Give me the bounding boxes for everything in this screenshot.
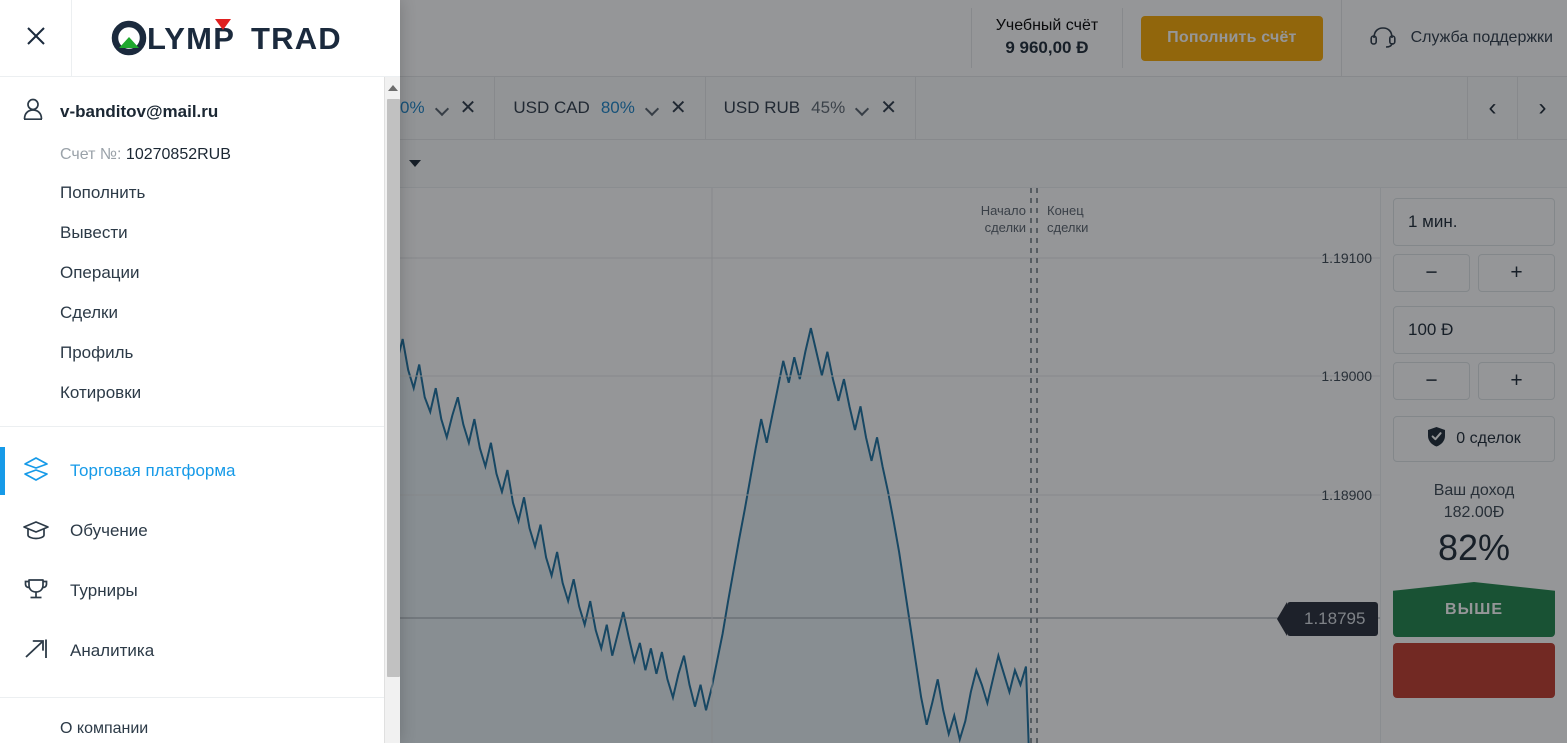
open-deals-box[interactable]: 0 сделок xyxy=(1393,416,1555,462)
income-label: Ваш доход xyxy=(1433,482,1515,499)
price-tick: 1.18900 xyxy=(1321,487,1372,503)
open-deals-count: 0 сделок xyxy=(1456,430,1521,447)
sidebar-item-label: Аналитика xyxy=(70,641,155,660)
sidebar-item-analytics[interactable]: Аналитика xyxy=(0,621,400,681)
tab-scroll-arrows: ‹ › xyxy=(1467,76,1567,140)
call-higher-button[interactable]: ВЫШЕ xyxy=(1393,582,1555,637)
close-icon[interactable]: ✕ xyxy=(669,97,687,119)
asset-tab-name: USD CAD xyxy=(513,98,590,117)
asset-tab-name: USD RUB xyxy=(723,98,801,117)
analytics-arrow-icon xyxy=(22,635,50,668)
account-email: v-banditov@mail.ru xyxy=(60,101,219,121)
support-label: Служба поддержки xyxy=(1410,29,1553,46)
sidebar-item-label: Обучение xyxy=(70,521,148,540)
account-number-label: Счет №: xyxy=(60,146,122,163)
footer-link-about[interactable]: О компании xyxy=(60,720,149,737)
price-tick: 1.19100 xyxy=(1321,250,1372,266)
svg-text:LYMP: LYMP xyxy=(147,21,235,56)
platform-icon xyxy=(22,455,50,488)
current-price-tag: 1.18795 xyxy=(1276,602,1379,636)
tabs-prev-button[interactable]: ‹ xyxy=(1467,76,1517,140)
duration-field[interactable]: 1 мин. xyxy=(1393,198,1555,246)
drawer-header: LYMP TRADE xyxy=(0,0,400,77)
duration-stepper: − + xyxy=(1393,254,1555,292)
menu-link-deposit[interactable]: Пополнить xyxy=(60,183,146,202)
account-type-label: Учебный счёт xyxy=(995,17,1099,34)
close-icon xyxy=(25,25,47,52)
headset-icon xyxy=(1368,24,1398,53)
account-balance-value: 9 960,00 Đ xyxy=(1005,38,1089,57)
drawer-body: v-banditov@mail.ru Счет №: 10270852RUB П… xyxy=(0,77,400,743)
amount-field[interactable]: 100 Đ xyxy=(1393,306,1555,354)
caret-down-icon[interactable] xyxy=(408,160,421,167)
amount-stepper: − + xyxy=(1393,362,1555,400)
drawer-footer: О компании xyxy=(0,698,400,738)
drawer-nav-section: Торговая платформа Обучение xyxy=(0,427,400,698)
close-icon[interactable]: ✕ xyxy=(459,97,477,119)
support-link[interactable]: Служба поддержки xyxy=(1340,0,1567,77)
price-axis: 1.19100 1.19000 1.18900 xyxy=(1285,188,1380,743)
sidebar-item-education[interactable]: Обучение xyxy=(0,501,400,561)
svg-text:TRADE: TRADE xyxy=(251,21,343,56)
shield-check-icon xyxy=(1427,426,1446,452)
scrollbar-up-button[interactable] xyxy=(385,79,400,97)
income-amount: 182.00Đ xyxy=(1443,504,1505,521)
duration-decrease-button[interactable]: − xyxy=(1393,254,1470,292)
price-tick: 1.19000 xyxy=(1321,368,1372,384)
deposit-button[interactable]: Пополнить счёт xyxy=(1141,15,1323,61)
user-icon xyxy=(22,97,44,126)
account-balance-block[interactable]: Учебный счёт 9 960,00 Đ xyxy=(970,8,1124,68)
trophy-icon xyxy=(22,575,50,608)
logo-icon: LYMP TRADE xyxy=(111,19,343,56)
close-icon[interactable]: ✕ xyxy=(880,97,897,119)
amount-increase-button[interactable]: + xyxy=(1478,362,1555,400)
triangle-up-icon xyxy=(388,85,398,91)
put-lower-button[interactable] xyxy=(1393,643,1555,698)
drawer-close-button[interactable] xyxy=(0,0,72,77)
amount-decrease-button[interactable]: − xyxy=(1393,362,1470,400)
asset-tab-usd-cad[interactable]: USD CAD 80% ✕ xyxy=(495,77,706,139)
menu-link-profile[interactable]: Профиль xyxy=(60,343,134,362)
account-number-row: Счет №: 10270852RUB xyxy=(0,146,400,164)
tabs-next-button[interactable]: › xyxy=(1517,76,1567,140)
duration-increase-button[interactable]: + xyxy=(1478,254,1555,292)
asset-tab-usd-rub[interactable]: USD RUB 45% ✕ xyxy=(706,77,916,139)
sidebar-item-label: Торговая платформа xyxy=(70,461,236,480)
olymp-trade-logo[interactable]: LYMP TRADE xyxy=(72,18,400,58)
graduation-cap-icon xyxy=(22,515,50,548)
income-percent: 82% xyxy=(1437,527,1511,568)
menu-link-operations[interactable]: Операции xyxy=(60,263,140,282)
asset-tab-payout: 45% xyxy=(811,98,846,117)
drawer-scrollbar[interactable] xyxy=(384,77,400,743)
deal-start-marker-label: Начало сделки xyxy=(980,203,1026,235)
account-section: v-banditov@mail.ru Счет №: 10270852RUB П… xyxy=(0,77,400,427)
deal-end-marker-label: Конец сделки xyxy=(1047,203,1089,235)
menu-link-withdraw[interactable]: Вывести xyxy=(60,223,128,242)
menu-link-quotes[interactable]: Котировки xyxy=(60,383,142,402)
sidebar-item-trading-platform[interactable]: Торговая платформа xyxy=(0,441,400,501)
scrollbar-thumb[interactable] xyxy=(387,99,400,677)
account-number-value: 10270852RUB xyxy=(125,146,231,163)
asset-tab-payout: 80% xyxy=(600,98,635,117)
sidebar-item-tournaments[interactable]: Турниры xyxy=(0,561,400,621)
account-drawer: LYMP TRADE v-banditov xyxy=(0,0,400,743)
account-identity-row: v-banditov@mail.ru xyxy=(0,97,400,126)
trade-panel: 1 мин. − + 100 Đ − + 0 сделок Ваш дох xyxy=(1380,188,1567,743)
sidebar-item-label: Турниры xyxy=(70,581,138,600)
menu-link-deals[interactable]: Сделки xyxy=(60,303,118,322)
